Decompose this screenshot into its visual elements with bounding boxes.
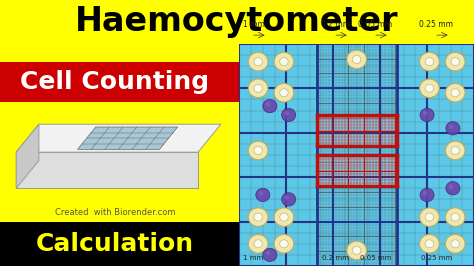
Circle shape — [265, 251, 270, 255]
Circle shape — [446, 208, 465, 226]
Circle shape — [419, 234, 439, 253]
Circle shape — [451, 240, 459, 248]
Text: 0.05 mm: 0.05 mm — [360, 255, 391, 261]
Circle shape — [423, 111, 428, 115]
Circle shape — [451, 58, 459, 66]
Circle shape — [419, 208, 439, 226]
Text: 0.25 mm: 0.25 mm — [421, 255, 452, 261]
Circle shape — [254, 84, 263, 92]
Circle shape — [254, 240, 263, 248]
Circle shape — [425, 84, 434, 92]
Circle shape — [280, 89, 288, 97]
Circle shape — [282, 193, 296, 206]
Text: 0.05 mm: 0.05 mm — [358, 20, 392, 29]
Text: 0.2 mm: 0.2 mm — [322, 255, 349, 261]
Circle shape — [425, 240, 434, 248]
Circle shape — [263, 99, 277, 113]
Text: 0.2 mm: 0.2 mm — [321, 20, 350, 29]
Text: Haemocytometer: Haemocytometer — [75, 5, 399, 39]
Circle shape — [446, 141, 465, 160]
Circle shape — [259, 191, 263, 195]
Circle shape — [353, 247, 361, 255]
Circle shape — [284, 111, 289, 115]
Circle shape — [265, 102, 270, 106]
Circle shape — [423, 191, 428, 195]
Circle shape — [449, 184, 453, 189]
Circle shape — [254, 213, 263, 221]
Circle shape — [282, 108, 296, 122]
Text: Calculation: Calculation — [36, 232, 194, 256]
Circle shape — [254, 147, 263, 155]
Circle shape — [248, 208, 268, 226]
Circle shape — [280, 58, 288, 66]
Circle shape — [353, 55, 361, 63]
Text: Cell Counting: Cell Counting — [20, 70, 210, 94]
Text: 1 mm: 1 mm — [243, 20, 264, 29]
Bar — [317, 155, 397, 186]
Circle shape — [254, 58, 263, 66]
Bar — [317, 115, 397, 146]
Circle shape — [420, 108, 434, 122]
Circle shape — [248, 52, 268, 71]
Circle shape — [347, 241, 366, 260]
Circle shape — [451, 213, 459, 221]
Circle shape — [419, 79, 439, 98]
Circle shape — [274, 52, 294, 71]
Circle shape — [451, 89, 459, 97]
Circle shape — [419, 52, 439, 71]
Text: Created  with Biorender.com: Created with Biorender.com — [55, 208, 175, 217]
Bar — [0, 222, 239, 266]
Text: 0.25 mm: 0.25 mm — [419, 20, 454, 29]
Polygon shape — [16, 124, 39, 188]
Circle shape — [256, 188, 270, 202]
Circle shape — [449, 124, 453, 129]
Circle shape — [420, 188, 434, 202]
Circle shape — [274, 234, 294, 253]
Circle shape — [248, 79, 268, 98]
Circle shape — [248, 234, 268, 253]
Circle shape — [446, 122, 460, 135]
Circle shape — [280, 240, 288, 248]
Circle shape — [425, 213, 434, 221]
Circle shape — [280, 213, 288, 221]
Text: 1 mm: 1 mm — [243, 255, 264, 261]
Polygon shape — [16, 152, 198, 188]
Circle shape — [446, 182, 460, 195]
Circle shape — [263, 248, 277, 261]
Circle shape — [451, 147, 459, 155]
Polygon shape — [16, 124, 221, 152]
Circle shape — [446, 52, 465, 71]
Circle shape — [446, 84, 465, 102]
Polygon shape — [78, 127, 178, 149]
Bar — [0, 62, 239, 102]
Circle shape — [274, 208, 294, 226]
Circle shape — [446, 234, 465, 253]
Circle shape — [284, 195, 289, 200]
Circle shape — [425, 58, 434, 66]
Circle shape — [274, 84, 294, 102]
Circle shape — [347, 50, 366, 69]
Circle shape — [248, 141, 268, 160]
